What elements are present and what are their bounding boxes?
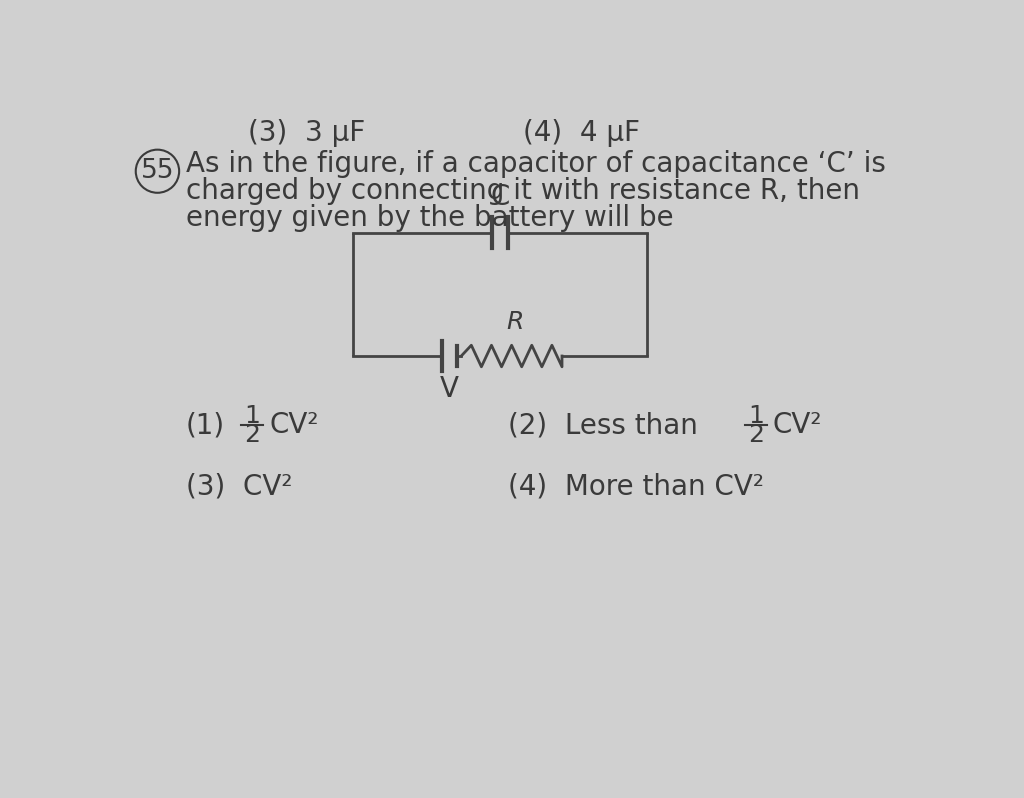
Text: (1): (1) bbox=[186, 411, 225, 440]
Text: 1: 1 bbox=[748, 404, 764, 428]
Text: 2: 2 bbox=[748, 423, 764, 447]
Text: V: V bbox=[440, 375, 459, 403]
Text: As in the figure, if a capacitor of capacitance ‘C’ is: As in the figure, if a capacitor of capa… bbox=[186, 150, 886, 178]
Text: (3)  CV²: (3) CV² bbox=[186, 473, 293, 501]
Text: charged by connecting it with resistance R, then: charged by connecting it with resistance… bbox=[186, 176, 860, 204]
Text: CV²: CV² bbox=[773, 411, 822, 440]
Text: 1: 1 bbox=[244, 404, 260, 428]
Text: (4)  4 μF: (4) 4 μF bbox=[523, 119, 640, 147]
Text: 55: 55 bbox=[140, 158, 174, 184]
Text: CV²: CV² bbox=[269, 411, 318, 440]
Text: C: C bbox=[490, 184, 510, 211]
Text: (3)  3 μF: (3) 3 μF bbox=[248, 119, 366, 147]
Text: (2)  Less than: (2) Less than bbox=[508, 411, 697, 440]
Text: energy given by the battery will be: energy given by the battery will be bbox=[186, 203, 674, 231]
Text: 2: 2 bbox=[244, 423, 260, 447]
Text: (4)  More than CV²: (4) More than CV² bbox=[508, 473, 764, 501]
Text: R: R bbox=[507, 310, 524, 334]
